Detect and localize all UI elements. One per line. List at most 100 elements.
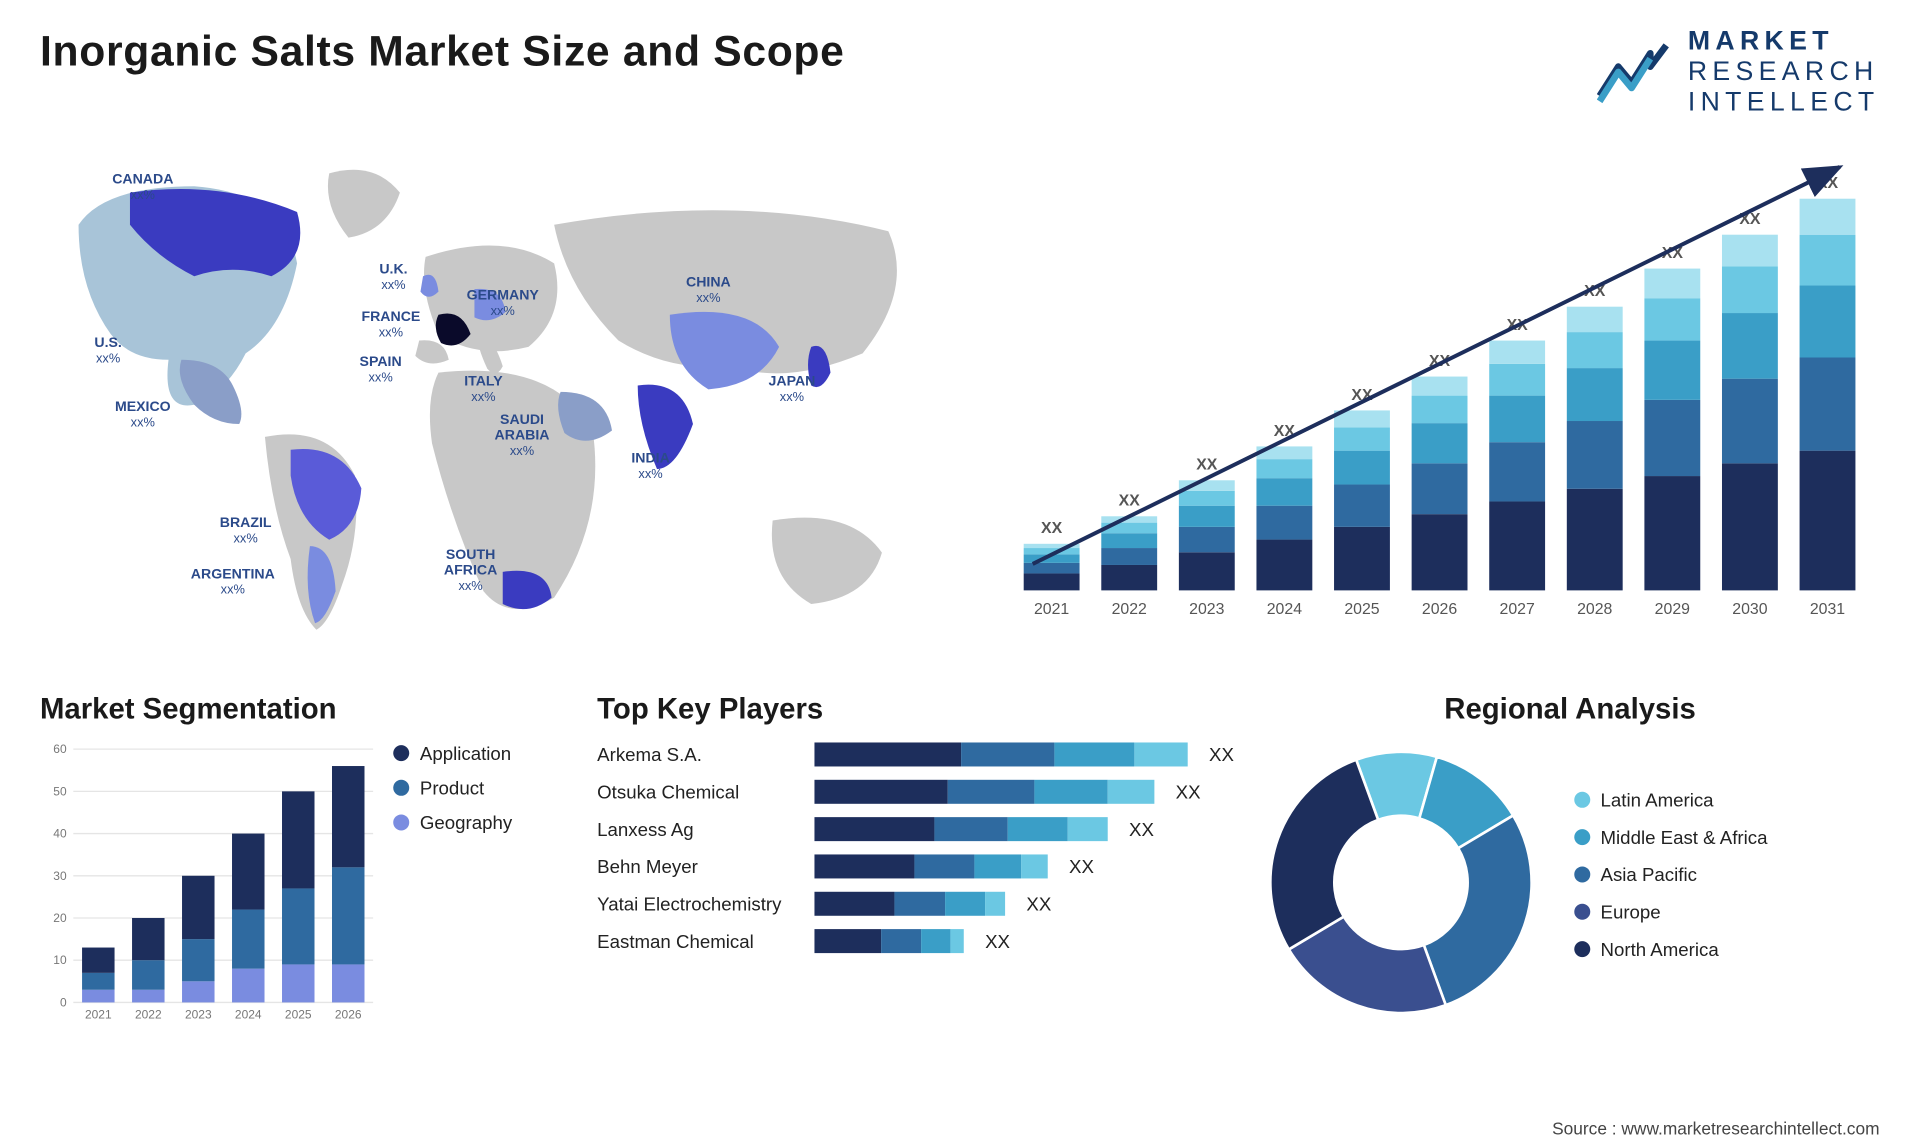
players-chart: Arkema S.A.XXOtsuka ChemicalXXLanxess Ag… bbox=[597, 742, 1234, 953]
svg-text:CANADA: CANADA bbox=[112, 171, 173, 187]
svg-text:xx%: xx% bbox=[368, 370, 392, 385]
svg-text:xx%: xx% bbox=[131, 415, 155, 430]
player-bar-segment bbox=[1034, 780, 1107, 804]
player-bar-segment bbox=[814, 742, 961, 766]
svg-text:2031: 2031 bbox=[1810, 601, 1845, 618]
svg-text:30: 30 bbox=[53, 869, 67, 883]
player-bar-segment bbox=[985, 892, 1005, 916]
page-title: Inorganic Salts Market Size and Scope bbox=[40, 27, 845, 76]
svg-text:xx%: xx% bbox=[458, 578, 482, 593]
logo-line3: INTELLECT bbox=[1688, 88, 1880, 119]
player-bar-segment bbox=[1054, 742, 1134, 766]
legend-dot bbox=[393, 745, 409, 761]
player-bar-segment bbox=[894, 892, 945, 916]
world-map: CANADAxx%U.S.xx%MEXICOxx%BRAZILxx%ARGENT… bbox=[40, 125, 940, 658]
legend-label: North America bbox=[1600, 938, 1718, 959]
svg-text:2026: 2026 bbox=[335, 1007, 362, 1021]
player-bar-segment bbox=[1108, 780, 1155, 804]
player-value: XX bbox=[1176, 781, 1201, 802]
player-bar-segment bbox=[1021, 854, 1048, 878]
svg-text:2023: 2023 bbox=[1189, 601, 1224, 618]
player-bar-segment bbox=[814, 929, 881, 953]
legend-dot bbox=[1574, 904, 1590, 920]
player-row: Eastman Chemical XX bbox=[597, 929, 1234, 953]
svg-text:2024: 2024 bbox=[1267, 601, 1302, 618]
players-title: Top Key Players bbox=[597, 692, 1234, 727]
player-bar-segment bbox=[1068, 817, 1108, 841]
segmentation-legend-item: Geography bbox=[393, 812, 512, 833]
svg-text:2025: 2025 bbox=[285, 1007, 312, 1021]
player-bar-segment bbox=[814, 780, 947, 804]
svg-text:xx%: xx% bbox=[234, 530, 258, 545]
world-map-panel: CANADAxx%U.S.xx%MEXICOxx%BRAZILxx%ARGENT… bbox=[40, 125, 940, 658]
player-name: Lanxess Ag bbox=[597, 818, 804, 839]
svg-text:xx%: xx% bbox=[131, 187, 155, 202]
legend-label: Europe bbox=[1600, 901, 1660, 922]
legend-dot bbox=[1574, 941, 1590, 957]
player-name: Eastman Chemical bbox=[597, 930, 804, 951]
player-name: Yatai Electrochemistry bbox=[597, 893, 804, 914]
growth-chart: XX2021XX2022XX2023XX2024XX2025XX2026XX20… bbox=[980, 125, 1880, 658]
player-name: Otsuka Chemical bbox=[597, 781, 804, 802]
regional-title: Regional Analysis bbox=[1261, 692, 1880, 727]
svg-text:AFRICA: AFRICA bbox=[444, 561, 497, 577]
svg-text:xx%: xx% bbox=[510, 443, 534, 458]
svg-text:xx%: xx% bbox=[638, 466, 662, 481]
svg-text:FRANCE: FRANCE bbox=[361, 308, 420, 324]
svg-text:2027: 2027 bbox=[1500, 601, 1535, 618]
svg-text:xx%: xx% bbox=[96, 350, 120, 365]
svg-text:2028: 2028 bbox=[1577, 601, 1612, 618]
regional-legend-item: Middle East & Africa bbox=[1574, 826, 1768, 847]
player-bar-segment bbox=[814, 817, 934, 841]
player-bar-segment bbox=[950, 929, 963, 953]
svg-text:MEXICO: MEXICO bbox=[115, 398, 171, 414]
logo-line1: MARKET bbox=[1688, 27, 1880, 58]
player-bar-segment bbox=[1134, 742, 1187, 766]
player-bar-segment bbox=[814, 892, 894, 916]
svg-text:2022: 2022 bbox=[1112, 601, 1147, 618]
svg-text:20: 20 bbox=[53, 911, 67, 925]
legend-dot bbox=[1574, 829, 1590, 845]
player-value: XX bbox=[1129, 818, 1154, 839]
svg-text:CHINA: CHINA bbox=[686, 273, 731, 289]
svg-text:40: 40 bbox=[53, 827, 67, 841]
legend-label: Middle East & Africa bbox=[1600, 826, 1767, 847]
legend-dot bbox=[1574, 792, 1590, 808]
svg-text:XX: XX bbox=[1041, 520, 1063, 537]
player-name: Behn Meyer bbox=[597, 856, 804, 877]
player-value: XX bbox=[1209, 744, 1234, 765]
player-bar-segment bbox=[934, 817, 1007, 841]
player-value: XX bbox=[1069, 856, 1094, 877]
svg-text:JAPAN: JAPAN bbox=[769, 372, 816, 388]
regional-legend-item: Latin America bbox=[1574, 789, 1768, 810]
player-bar-segment bbox=[814, 854, 914, 878]
segmentation-legend-item: Application bbox=[393, 742, 512, 763]
svg-text:xx%: xx% bbox=[379, 325, 403, 340]
svg-text:xx%: xx% bbox=[780, 389, 804, 404]
player-bar bbox=[814, 892, 1005, 916]
segmentation-chart: 0102030405060202120222023202420252026 bbox=[40, 742, 373, 1029]
player-bar-segment bbox=[948, 780, 1035, 804]
svg-text:2024: 2024 bbox=[235, 1007, 262, 1021]
player-bar bbox=[814, 854, 1047, 878]
player-bar bbox=[814, 817, 1107, 841]
svg-text:2026: 2026 bbox=[1422, 601, 1457, 618]
svg-text:2029: 2029 bbox=[1655, 601, 1690, 618]
player-bar-segment bbox=[921, 929, 950, 953]
svg-text:xx%: xx% bbox=[471, 389, 495, 404]
player-row: Behn Meyer XX bbox=[597, 854, 1234, 878]
svg-text:xx%: xx% bbox=[696, 290, 720, 305]
player-bar-segment bbox=[914, 854, 974, 878]
legend-dot bbox=[393, 780, 409, 796]
player-bar-segment bbox=[961, 742, 1054, 766]
segmentation-legend: ApplicationProductGeography bbox=[393, 742, 512, 1029]
svg-text:SAUDI: SAUDI bbox=[500, 411, 544, 427]
player-value: XX bbox=[985, 930, 1010, 951]
player-row: Lanxess Ag XX bbox=[597, 817, 1234, 841]
player-value: XX bbox=[1026, 893, 1051, 914]
svg-text:2021: 2021 bbox=[85, 1007, 112, 1021]
player-bar-segment bbox=[1008, 817, 1068, 841]
svg-text:2023: 2023 bbox=[185, 1007, 212, 1021]
svg-text:BRAZIL: BRAZIL bbox=[220, 514, 272, 530]
svg-text:xx%: xx% bbox=[221, 582, 245, 597]
